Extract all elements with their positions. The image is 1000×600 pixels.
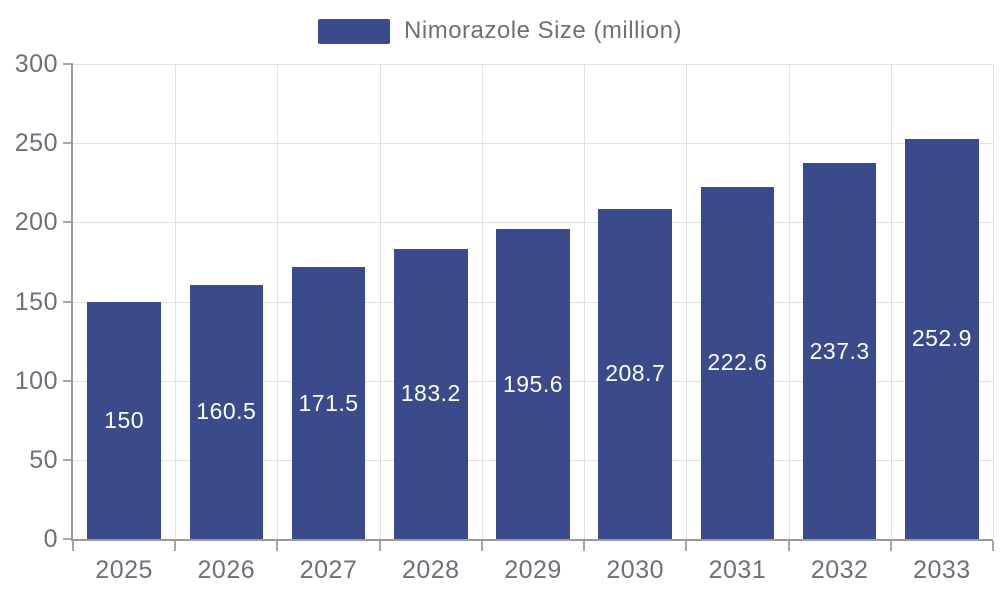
- legend[interactable]: Nimorazole Size (million): [0, 17, 1000, 45]
- bar-value-label: 183.2: [400, 380, 461, 407]
- y-axis-tick: [63, 300, 73, 303]
- x-axis-label-2027: 2027: [299, 556, 358, 584]
- x-axis-tick: [787, 541, 790, 551]
- x-axis-label-2033: 2033: [913, 556, 971, 584]
- legend-label: Nimorazole Size (million): [404, 17, 682, 44]
- bar-2031[interactable]: 222.6: [700, 186, 775, 539]
- gridline-v: [379, 64, 381, 539]
- gridline-v: [175, 64, 177, 539]
- bar-value-label: 222.6: [707, 349, 768, 376]
- y-axis-tick: [63, 538, 73, 540]
- bar-2033[interactable]: 252.9: [905, 138, 979, 539]
- bar-value-label: 150: [104, 406, 145, 433]
- y-axis-label: 300: [14, 50, 58, 78]
- y-axis-label: 200: [14, 208, 58, 237]
- x-axis-tick: [72, 541, 74, 551]
- bar-2032[interactable]: 237.3: [802, 163, 877, 539]
- x-axis-tick: [992, 541, 994, 551]
- x-axis-tick: [685, 541, 688, 551]
- bar-2029[interactable]: 195.6: [496, 229, 570, 539]
- x-axis-line: [71, 539, 993, 541]
- gridline-v: [788, 64, 790, 539]
- gridline-v: [584, 64, 586, 539]
- x-axis-tick: [174, 541, 177, 551]
- gridline-v: [993, 64, 994, 539]
- y-axis-tick: [63, 458, 73, 461]
- bar-value-label: 252.9: [911, 325, 972, 352]
- gridline-v: [890, 64, 892, 539]
- x-axis-label-2025: 2025: [95, 556, 153, 584]
- bar-value-label: 208.7: [605, 360, 666, 387]
- y-axis-label: 50: [29, 445, 58, 474]
- y-axis-label: 250: [14, 129, 58, 158]
- y-axis-tick: [63, 221, 73, 224]
- y-axis-label: 0: [43, 525, 58, 553]
- x-axis-tick: [480, 541, 483, 551]
- bar-2025[interactable]: 150: [87, 301, 161, 539]
- bar-2026[interactable]: 160.5: [189, 284, 264, 539]
- bar-value-label: 237.3: [809, 337, 870, 364]
- y-axis-tick: [63, 63, 73, 65]
- bar-value-label: 160.5: [196, 398, 257, 425]
- bar-2027[interactable]: 171.5: [291, 267, 366, 539]
- x-axis-label-2030: 2030: [606, 556, 665, 584]
- x-axis-tick: [378, 541, 381, 551]
- y-axis-label: 100: [14, 366, 58, 395]
- x-axis-label-2032: 2032: [810, 556, 869, 584]
- legend-swatch: [318, 18, 391, 44]
- gridline-v: [277, 64, 279, 539]
- y-axis-line: [71, 64, 73, 541]
- x-axis-tick: [276, 541, 279, 551]
- y-axis-tick: [63, 379, 73, 382]
- gridline-h: [73, 222, 993, 224]
- bar-value-label: 171.5: [298, 389, 359, 416]
- x-axis-label-2026: 2026: [197, 556, 256, 584]
- x-axis-tick: [583, 541, 586, 551]
- bar-2030[interactable]: 208.7: [598, 208, 673, 539]
- x-axis-label-2029: 2029: [504, 556, 562, 584]
- x-axis-label-2028: 2028: [401, 556, 460, 584]
- bar-2028[interactable]: 183.2: [393, 248, 468, 539]
- x-axis-label-2031: 2031: [708, 556, 767, 584]
- y-axis-tick: [63, 142, 73, 145]
- gridline-v: [686, 64, 688, 539]
- gridline-h: [73, 64, 993, 65]
- y-axis-label: 150: [14, 287, 58, 316]
- x-axis-tick: [889, 541, 892, 551]
- gridline-h: [73, 143, 993, 145]
- gridline-v: [481, 64, 483, 539]
- bar-value-label: 195.6: [502, 370, 564, 397]
